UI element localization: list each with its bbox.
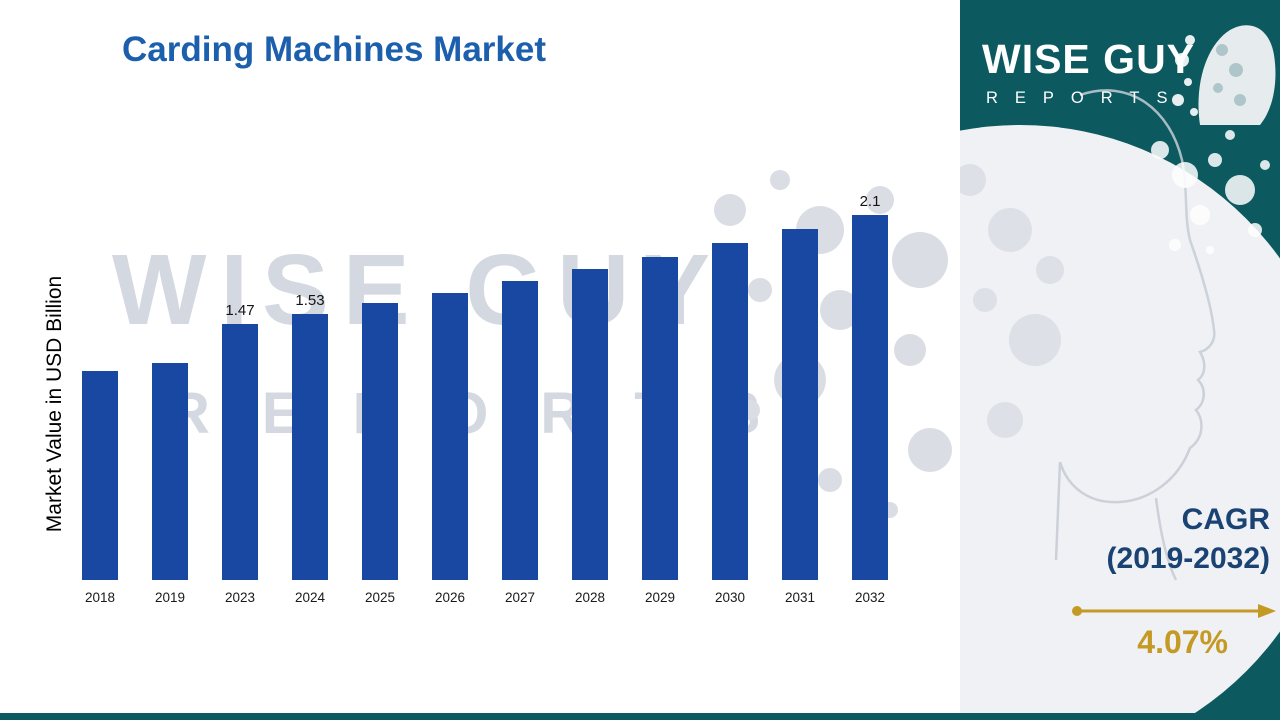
brand-subtitle: REPORTS [986, 89, 1185, 107]
footer-bar [0, 713, 1280, 720]
x-tick-label: 2032 [854, 590, 886, 605]
panel-graphic [960, 25, 1280, 720]
bar [782, 229, 818, 580]
bar-group: 2028 [570, 247, 610, 608]
x-tick-label: 2028 [574, 590, 606, 605]
bar [292, 314, 328, 580]
bar [152, 363, 188, 580]
bar-chart: 2018 2019 1.47 2023 1.53 2024 2025 2026 2027 2028… [80, 193, 890, 608]
bar-value-label: 1.47 [225, 302, 255, 319]
brand-name: WISE GUY [982, 36, 1196, 82]
bar-group: 2025 [360, 281, 400, 608]
bar-group: 2019 [150, 341, 190, 608]
x-tick-label: 2023 [224, 590, 256, 605]
x-tick-label: 2030 [714, 590, 746, 605]
x-tick-label: 2027 [504, 590, 536, 605]
x-tick-label: 2031 [784, 590, 816, 605]
bar [222, 324, 258, 580]
bar-value-label: 2.1 [859, 193, 881, 210]
y-axis-label: Market Value in USD Billion [43, 275, 66, 533]
brand-logo: WISE GUY REPORTS [982, 36, 1195, 108]
page-title: Carding Machines Market [122, 30, 546, 69]
cagr-arrow-icon [1072, 604, 1276, 618]
bar [642, 257, 678, 580]
bar-group: 1.53 2024 [290, 292, 330, 608]
x-tick-label: 2026 [434, 590, 466, 605]
bar-group: 2031 [780, 207, 820, 608]
cagr-value: 4.07% [1137, 624, 1228, 660]
cagr-block: CAGR (2019-2032) [1107, 500, 1270, 578]
bar [82, 371, 118, 580]
x-tick-label: 2029 [644, 590, 676, 605]
bar-group: 2.1 2032 [850, 193, 890, 608]
x-tick-label: 2019 [154, 590, 186, 605]
bar-group: 2029 [640, 235, 680, 608]
x-tick-label: 2018 [84, 590, 116, 605]
bar [362, 303, 398, 580]
bar-value-label: 1.53 [295, 292, 325, 309]
bar-group: 2030 [710, 221, 750, 608]
bar-group: 1.47 2023 [220, 302, 260, 608]
bar [712, 243, 748, 580]
cagr-period: (2019-2032) [1106, 542, 1270, 575]
brand-panel: WISE GUY REPORTS CAGR (2019-2032) 4.07% [960, 0, 1280, 720]
bar-group: 2026 [430, 271, 470, 608]
brand-face-icon [1172, 25, 1276, 126]
bar [572, 269, 608, 580]
dots-pattern [960, 164, 1064, 438]
x-tick-label: 2025 [364, 590, 396, 605]
bar [502, 281, 538, 580]
dots-pattern [1151, 130, 1270, 254]
cagr-label: CAGR [1181, 503, 1270, 536]
bar [852, 215, 888, 580]
bar-group: 2018 [80, 349, 120, 608]
bar [432, 293, 468, 580]
bar-group: 2027 [500, 259, 540, 608]
x-tick-label: 2024 [294, 590, 326, 605]
